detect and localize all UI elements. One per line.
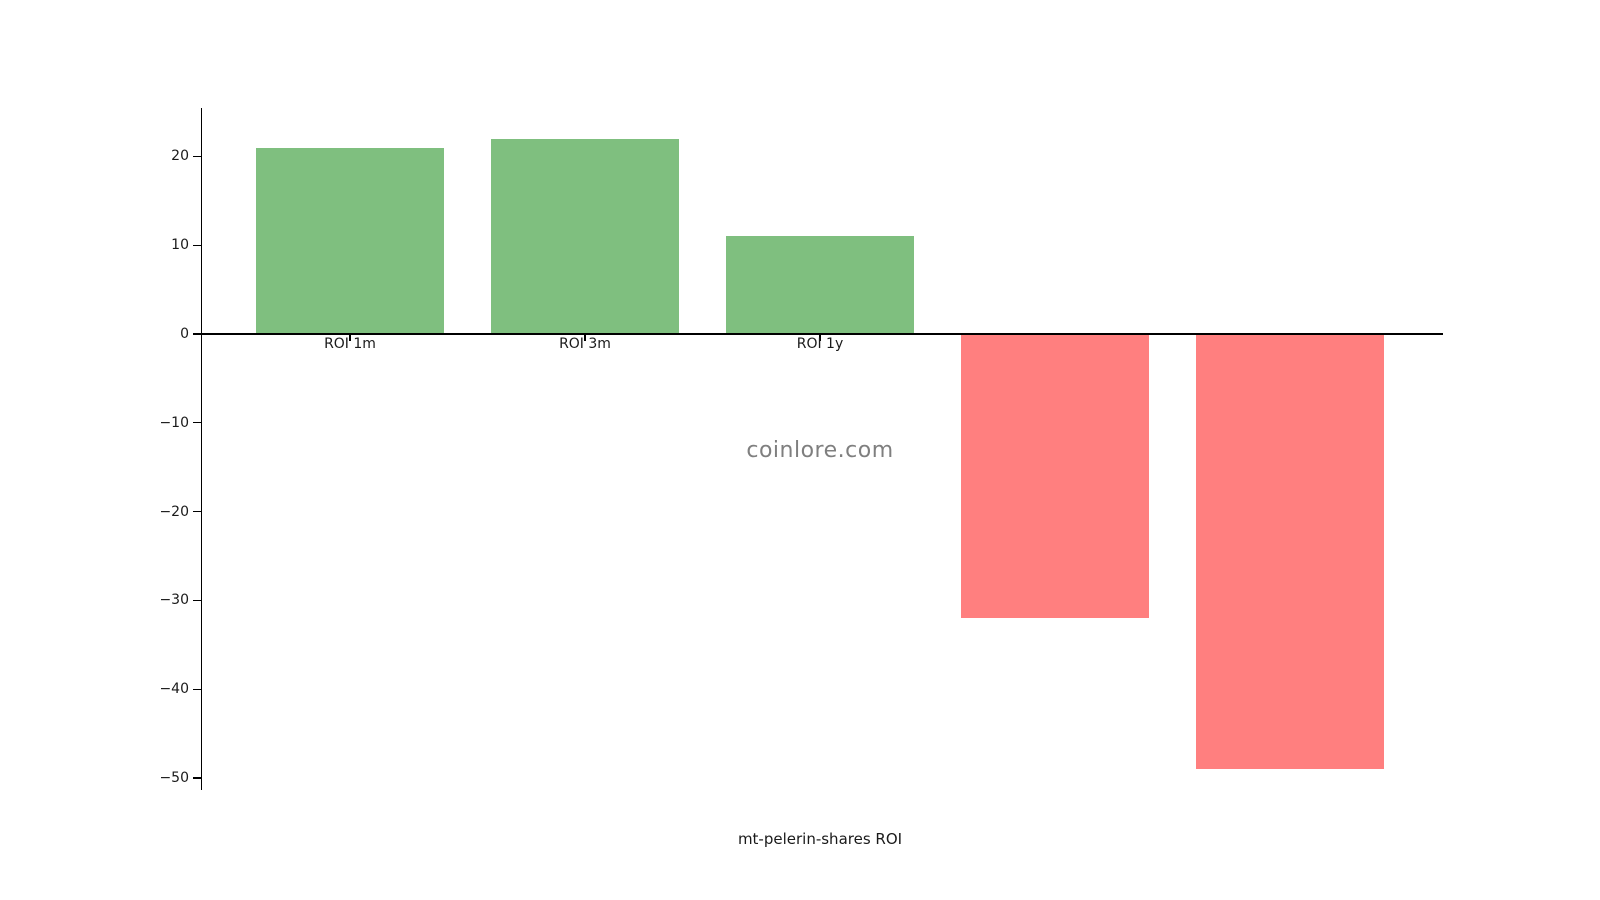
chart-title: mt-pelerin-shares ROI — [737, 830, 903, 848]
x-tick-label: ROI 1y — [796, 336, 844, 352]
x-tick-mark — [819, 334, 821, 341]
y-tick-label: 10 — [171, 237, 189, 254]
x-tick-mark — [349, 334, 351, 341]
y-tick-label: 20 — [171, 148, 189, 165]
y-axis-line — [201, 108, 203, 790]
x-axis-line — [201, 333, 1443, 335]
y-tick-mark — [193, 244, 201, 246]
y-tick-mark — [193, 155, 201, 158]
bar-roi-1y — [726, 236, 914, 334]
y-tick-mark — [193, 777, 201, 779]
bar-roi-1m — [256, 147, 444, 334]
x-tick-label: ROI 3m — [559, 336, 611, 352]
y-tick-mark — [193, 688, 201, 690]
watermark-text: coinlore.com — [746, 438, 894, 463]
y-tick-label: −50 — [159, 770, 189, 786]
x-tick-label: ROI 1m — [324, 336, 376, 352]
bar-roi-5 — [1196, 334, 1384, 770]
y-tick-mark — [193, 510, 201, 513]
bar-roi-3m — [491, 138, 679, 334]
bar-roi-4 — [961, 334, 1149, 619]
y-tick-mark — [193, 599, 201, 602]
x-tick-mark — [584, 334, 586, 341]
y-tick-label: −30 — [159, 592, 189, 609]
y-tick-label: −20 — [159, 503, 189, 520]
y-tick-label: −10 — [159, 414, 189, 431]
y-tick-label: 0 — [180, 326, 189, 342]
y-tick-mark — [193, 333, 201, 335]
y-tick-mark — [193, 422, 201, 424]
y-tick-label: −40 — [159, 681, 189, 698]
